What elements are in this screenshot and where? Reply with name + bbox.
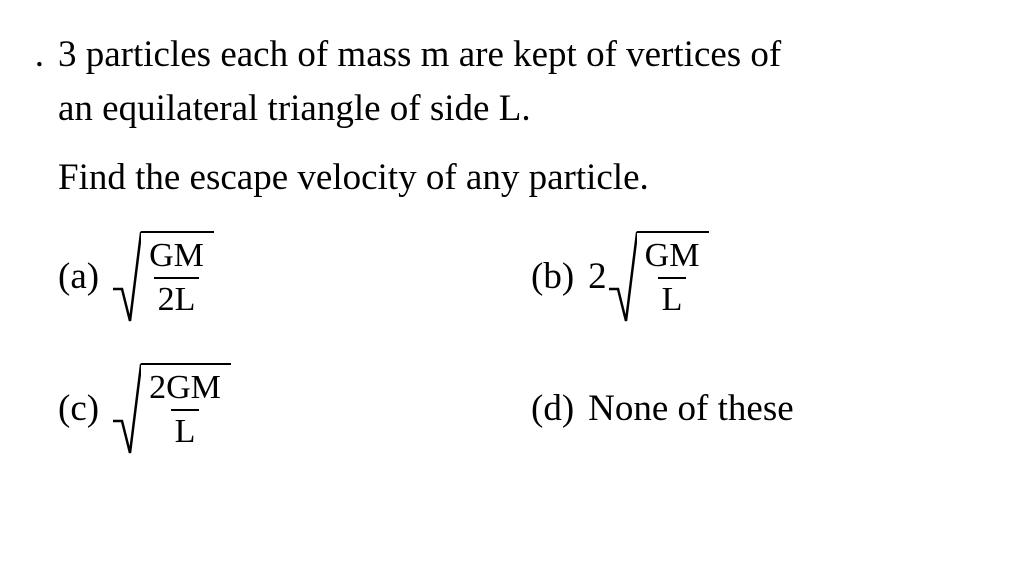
- question-find: Find the escape velocity of any particle…: [0, 151, 974, 205]
- question-line-2: an equilateral triangle of side L.: [0, 82, 974, 136]
- question-text-2: an equilateral triangle of side L.: [58, 82, 531, 136]
- num-b: GM: [641, 239, 704, 277]
- den-a: 2L: [154, 277, 200, 317]
- num-c: 2GM: [145, 371, 225, 409]
- option-a-label: (a): [58, 255, 99, 298]
- option-d-text: None of these: [588, 387, 794, 430]
- sqrt-a: GM 2L: [113, 231, 214, 323]
- bullet: .: [0, 28, 58, 82]
- den-b: L: [658, 277, 687, 317]
- num-a: GM: [145, 239, 208, 277]
- question-page: . 3 particles each of mass m are kept of…: [0, 0, 1024, 455]
- question-text-1: 3 particles each of mass m are kept of v…: [58, 28, 781, 82]
- option-d[interactable]: (d) None of these: [531, 387, 974, 430]
- fraction-a: GM 2L: [145, 239, 208, 317]
- sqrt-b: GM L: [609, 231, 710, 323]
- question-find-text: Find the escape velocity of any particle…: [58, 151, 649, 205]
- radicand-b: GM L: [637, 231, 710, 323]
- option-b[interactable]: (b) 2 GM L: [531, 231, 974, 323]
- coef-b: 2: [588, 255, 607, 298]
- radicand-a: GM 2L: [141, 231, 214, 323]
- question-line-1: . 3 particles each of mass m are kept of…: [0, 28, 974, 82]
- radicand-c: 2GM L: [141, 363, 231, 455]
- sqrt-c: 2GM L: [113, 363, 231, 455]
- fraction-b: GM L: [641, 239, 704, 317]
- radical-icon: [609, 231, 637, 323]
- option-b-label: (b): [531, 255, 574, 298]
- den-c: L: [171, 409, 200, 449]
- option-c[interactable]: (c) 2GM L: [58, 363, 501, 455]
- radical-icon: [113, 231, 141, 323]
- option-a[interactable]: (a) GM 2L: [58, 231, 501, 323]
- radical-icon: [113, 363, 141, 455]
- option-d-label: (d): [531, 387, 574, 430]
- fraction-c: 2GM L: [145, 371, 225, 449]
- option-c-label: (c): [58, 387, 99, 430]
- options-grid: (a) GM 2L (b) 2: [0, 231, 974, 455]
